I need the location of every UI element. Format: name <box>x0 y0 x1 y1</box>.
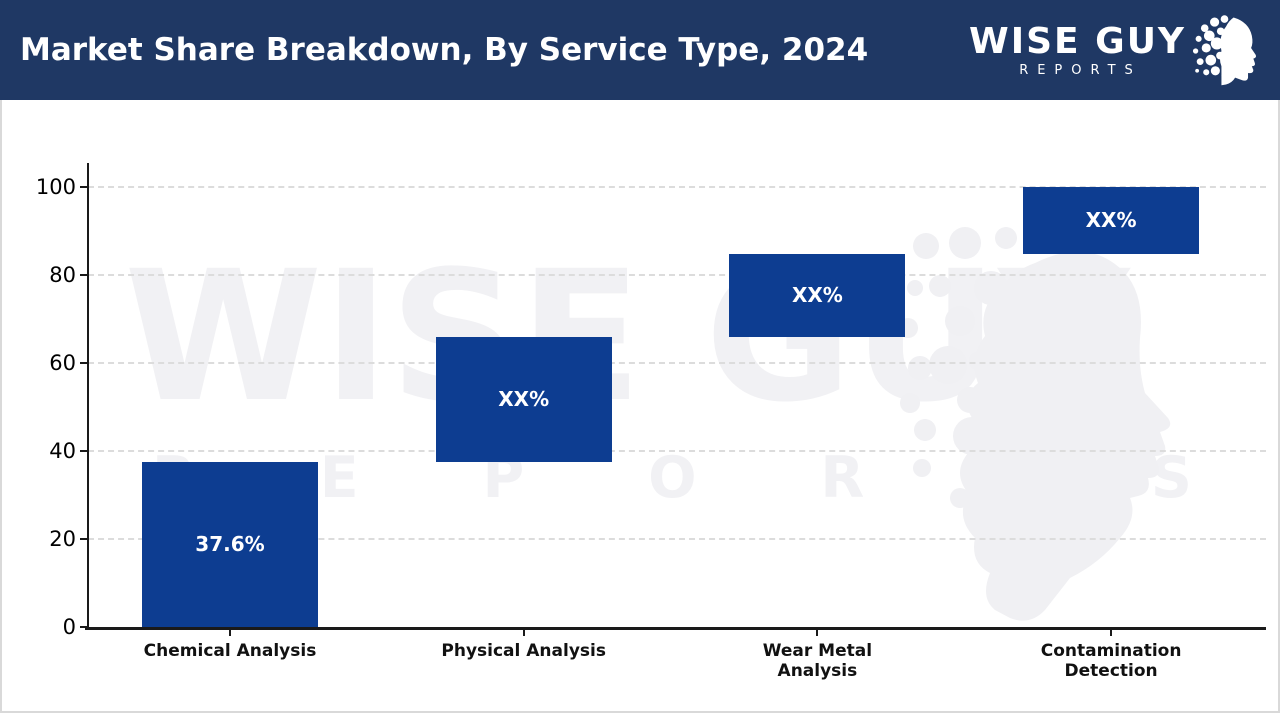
bar-value-label: XX% <box>1085 208 1137 233</box>
x-axis-tick <box>229 629 231 636</box>
x-axis-tick <box>1110 629 1113 636</box>
y-tick-label: 80 <box>49 263 76 287</box>
grid-line <box>88 362 1266 364</box>
y-tick-label: 60 <box>49 351 76 375</box>
grid-line <box>88 186 1266 188</box>
header-bar: Market Share Breakdown, By Service Type,… <box>0 0 1280 100</box>
y-axis-tick <box>80 362 88 364</box>
page-title: Market Share Breakdown, By Service Type,… <box>20 32 869 68</box>
y-tick-label: 0 <box>62 615 76 639</box>
x-tick-label: Contamination Detection <box>1040 641 1182 681</box>
watermark-face-icon <box>898 227 1171 621</box>
grid-line <box>88 538 1266 540</box>
x-axis-tick <box>816 629 819 636</box>
y-axis-line <box>87 163 89 629</box>
bar-value-label: XX% <box>791 283 843 308</box>
x-axis-line <box>85 627 1266 630</box>
y-tick-label: 100 <box>35 175 76 199</box>
x-axis-tick <box>522 629 525 636</box>
x-tick-label: Wear Metal Analysis <box>762 641 873 681</box>
wiseguy-logo: WISE GUY REPORTS <box>969 12 1264 90</box>
bar-segment: XX% <box>435 336 612 462</box>
y-axis-tick <box>80 450 88 452</box>
y-axis-tick <box>80 186 88 188</box>
grid-line <box>88 274 1266 276</box>
x-tick-label: Chemical Analysis <box>143 641 317 661</box>
y-axis-tick <box>80 626 88 628</box>
y-axis-tick <box>80 274 88 276</box>
logo-face-icon <box>1192 15 1257 86</box>
bar-value-label: 37.6% <box>195 532 265 557</box>
bar-chart: 0 20 40 60 80 100 37.6% Chemical Analysis XX% Phy… <box>0 100 1280 720</box>
bar-segment: XX% <box>729 253 906 337</box>
bar-segment: 37.6% <box>142 461 318 627</box>
x-tick-label: Physical Analysis <box>441 641 606 661</box>
y-axis-tick <box>80 538 88 540</box>
logo-line2: REPORTS <box>1019 63 1142 78</box>
y-tick-label: 40 <box>49 439 76 463</box>
logo-wordmark: WISE GUY REPORTS <box>969 22 1186 80</box>
chart-canvas: WISE GUY R E P O R T S 0 20 40 60 80 100 37.6%… <box>0 100 1280 720</box>
bar-value-label: XX% <box>498 387 550 412</box>
logo-line1: WISE GUY <box>968 21 1186 62</box>
bar-segment: XX% <box>1023 187 1200 254</box>
y-tick-label: 20 <box>49 527 76 551</box>
grid-line <box>88 450 1266 452</box>
